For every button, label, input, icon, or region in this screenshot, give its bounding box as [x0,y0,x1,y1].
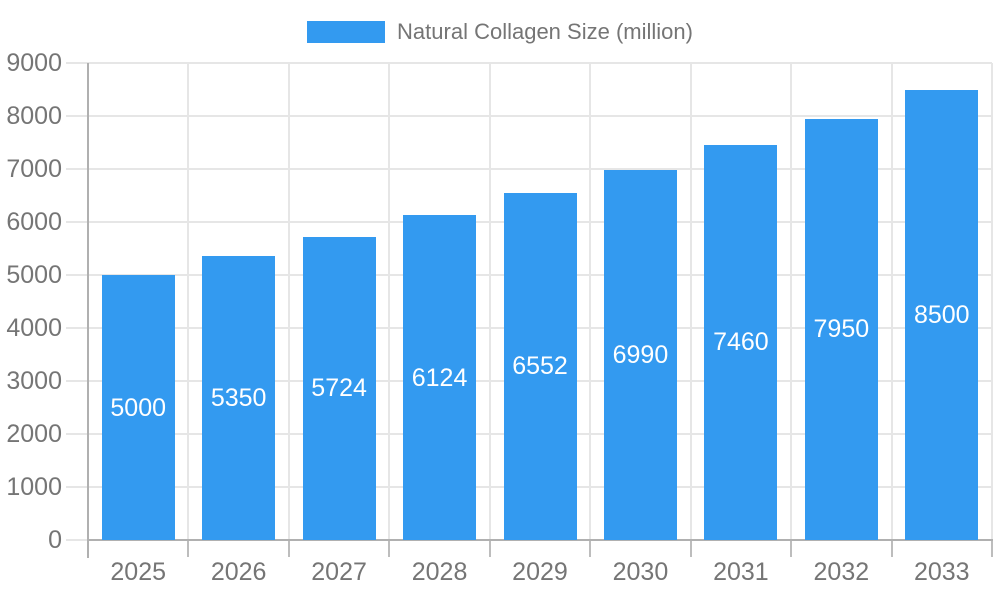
x-axis-tick [890,540,893,557]
bar-value-label: 5350 [210,384,267,413]
x-axis-tick-label: 2027 [311,558,367,586]
bar-value-label: 5000 [110,393,167,422]
x-gridline [287,63,290,540]
legend-swatch [307,21,386,43]
x-axis-tick-label: 2033 [913,558,970,586]
x-gridline [488,63,491,540]
y-axis-tick-label: 1000 [6,473,62,501]
x-axis-tick [287,540,290,557]
y-axis-tick-label: 8000 [6,102,62,130]
bar-value-label: 6552 [512,352,568,381]
x-axis-tick [187,540,190,557]
y-gridline [66,115,992,117]
x-axis-tick [488,540,491,557]
x-gridline [991,63,993,540]
x-gridline [790,63,793,540]
y-axis-tick-label: 4000 [6,314,62,342]
x-axis-tick [589,540,592,557]
x-axis-tick-label: 2031 [713,558,769,586]
legend-label: Natural Collagen Size (million) [397,19,693,44]
bar-value-label: 8500 [913,300,970,329]
bar-2028[interactable] [403,215,477,540]
bar-2033[interactable] [905,89,979,540]
y-axis-tick-label: 0 [48,526,62,554]
x-axis-tick [790,540,793,557]
x-axis-line [88,539,993,541]
bar-value-label: 6990 [612,340,669,369]
x-axis-tick [689,540,692,557]
bar-2026[interactable] [202,256,276,540]
bar-2031[interactable] [704,144,778,540]
y-axis-tick-label: 2000 [6,420,62,448]
y-gridline [66,62,992,64]
x-axis-tick-label: 2028 [411,558,468,586]
bar-2032[interactable] [804,118,878,540]
x-gridline [187,63,190,540]
y-axis-tick-label: 9000 [6,49,62,77]
legend[interactable]: Natural Collagen Size (million) [0,14,1000,50]
y-gridline [66,168,992,170]
x-axis-tick-label: 2025 [110,558,167,586]
bar-2029[interactable] [503,192,577,540]
x-axis-tick-label: 2026 [210,558,267,586]
y-axis-tick-label: 6000 [6,208,62,236]
bar-2027[interactable] [302,236,376,540]
x-gridline [589,63,592,540]
bar-value-label: 6124 [411,363,468,392]
bar-2030[interactable] [603,169,677,540]
y-axis-tick-label: 5000 [6,261,62,289]
bar-value-label: 7460 [713,328,769,357]
y-axis-tick-label: 7000 [6,155,62,183]
y-axis-line [87,63,89,558]
x-axis-tick [991,540,993,557]
x-gridline [689,63,692,540]
x-gridline [890,63,893,540]
y-axis-tick-label: 3000 [6,367,62,395]
bar-value-label: 7950 [813,315,870,344]
x-axis-tick-label: 2029 [512,558,568,586]
x-gridline [388,63,391,540]
bar-value-label: 5724 [311,374,367,403]
x-axis-tick-label: 2032 [813,558,870,586]
x-axis-tick [388,540,391,557]
x-axis-tick-label: 2030 [612,558,669,586]
bar-2025[interactable] [101,275,175,540]
